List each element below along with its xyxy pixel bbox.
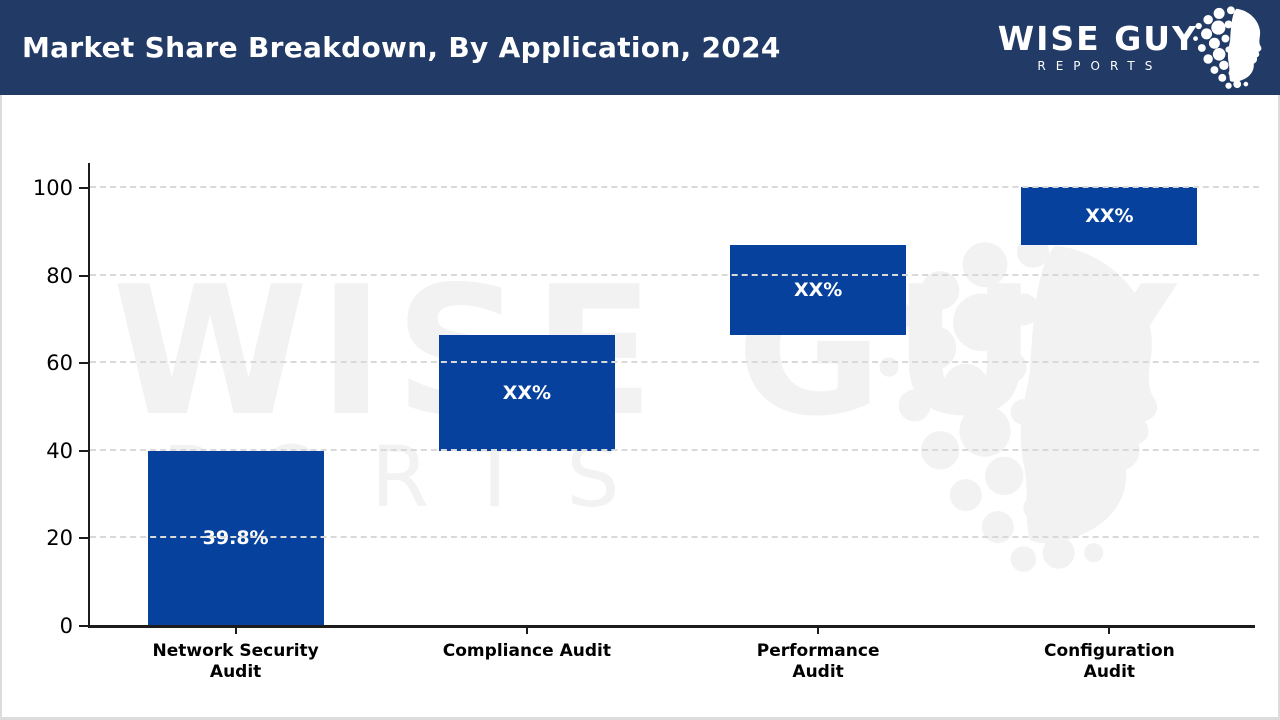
bar-value-label: XX%: [793, 278, 843, 301]
y-tick-0: [79, 625, 88, 627]
gridline-100: [90, 186, 1259, 189]
x-tick-performance-audit: [817, 625, 820, 634]
logo-wordmark: WISE GUY: [997, 19, 1198, 58]
gridline-60: [90, 361, 1259, 364]
gridline-40: [90, 448, 1259, 451]
y-tick-20: [79, 537, 88, 540]
gridline-80: [90, 273, 1259, 276]
x-label-configuration-audit: Configuration Audit: [1044, 641, 1175, 683]
x-label-network-security-audit: Network Security Audit: [152, 641, 319, 683]
y-tick-60: [79, 362, 88, 365]
bar-value-label: XX%: [1085, 205, 1134, 228]
bar-performance-audit: XX%: [730, 244, 907, 335]
y-tick-100: [79, 187, 88, 190]
y-tick-label-60: 60: [46, 351, 73, 376]
y-tick-label-40: 40: [46, 438, 73, 463]
y-tick-label-20: 20: [46, 526, 73, 551]
bar-compliance-audit: XX%: [438, 334, 615, 451]
y-tick-40: [79, 449, 88, 452]
chart-title: Market Share Breakdown, By Application, …: [22, 31, 781, 64]
x-tick-configuration-audit: [1108, 625, 1111, 634]
y-tick-label-0: 0: [59, 614, 73, 638]
wise-guy-logo: WISE GUY REPORTS: [998, 4, 1270, 92]
header-bar: Market Share Breakdown, By Application, …: [0, 0, 1280, 95]
x-tick-network-security-audit: [234, 625, 237, 634]
x-label-compliance-audit: Compliance Audit: [442, 641, 611, 661]
y-tick-label-100: 100: [32, 176, 73, 201]
gridline-20: [90, 536, 1259, 539]
chart-plot-area: WISE GUY PORTS 39.8% Network Security Aud…: [0, 95, 1280, 720]
x-label-performance-audit: Performance Audit: [756, 641, 880, 683]
y-tick-label-80: 80: [46, 263, 73, 288]
bar-value-label: XX%: [502, 381, 552, 404]
y-tick-80: [79, 274, 88, 277]
x-tick-compliance-audit: [525, 625, 528, 634]
x-axis-spine: [88, 625, 1255, 628]
bar-configuration-audit: XX%: [1021, 187, 1198, 245]
logo-subtitle: REPORTS: [1037, 59, 1163, 73]
logo-text: WISE GUY REPORTS: [998, 22, 1198, 73]
y-axis-spine: [88, 163, 90, 627]
